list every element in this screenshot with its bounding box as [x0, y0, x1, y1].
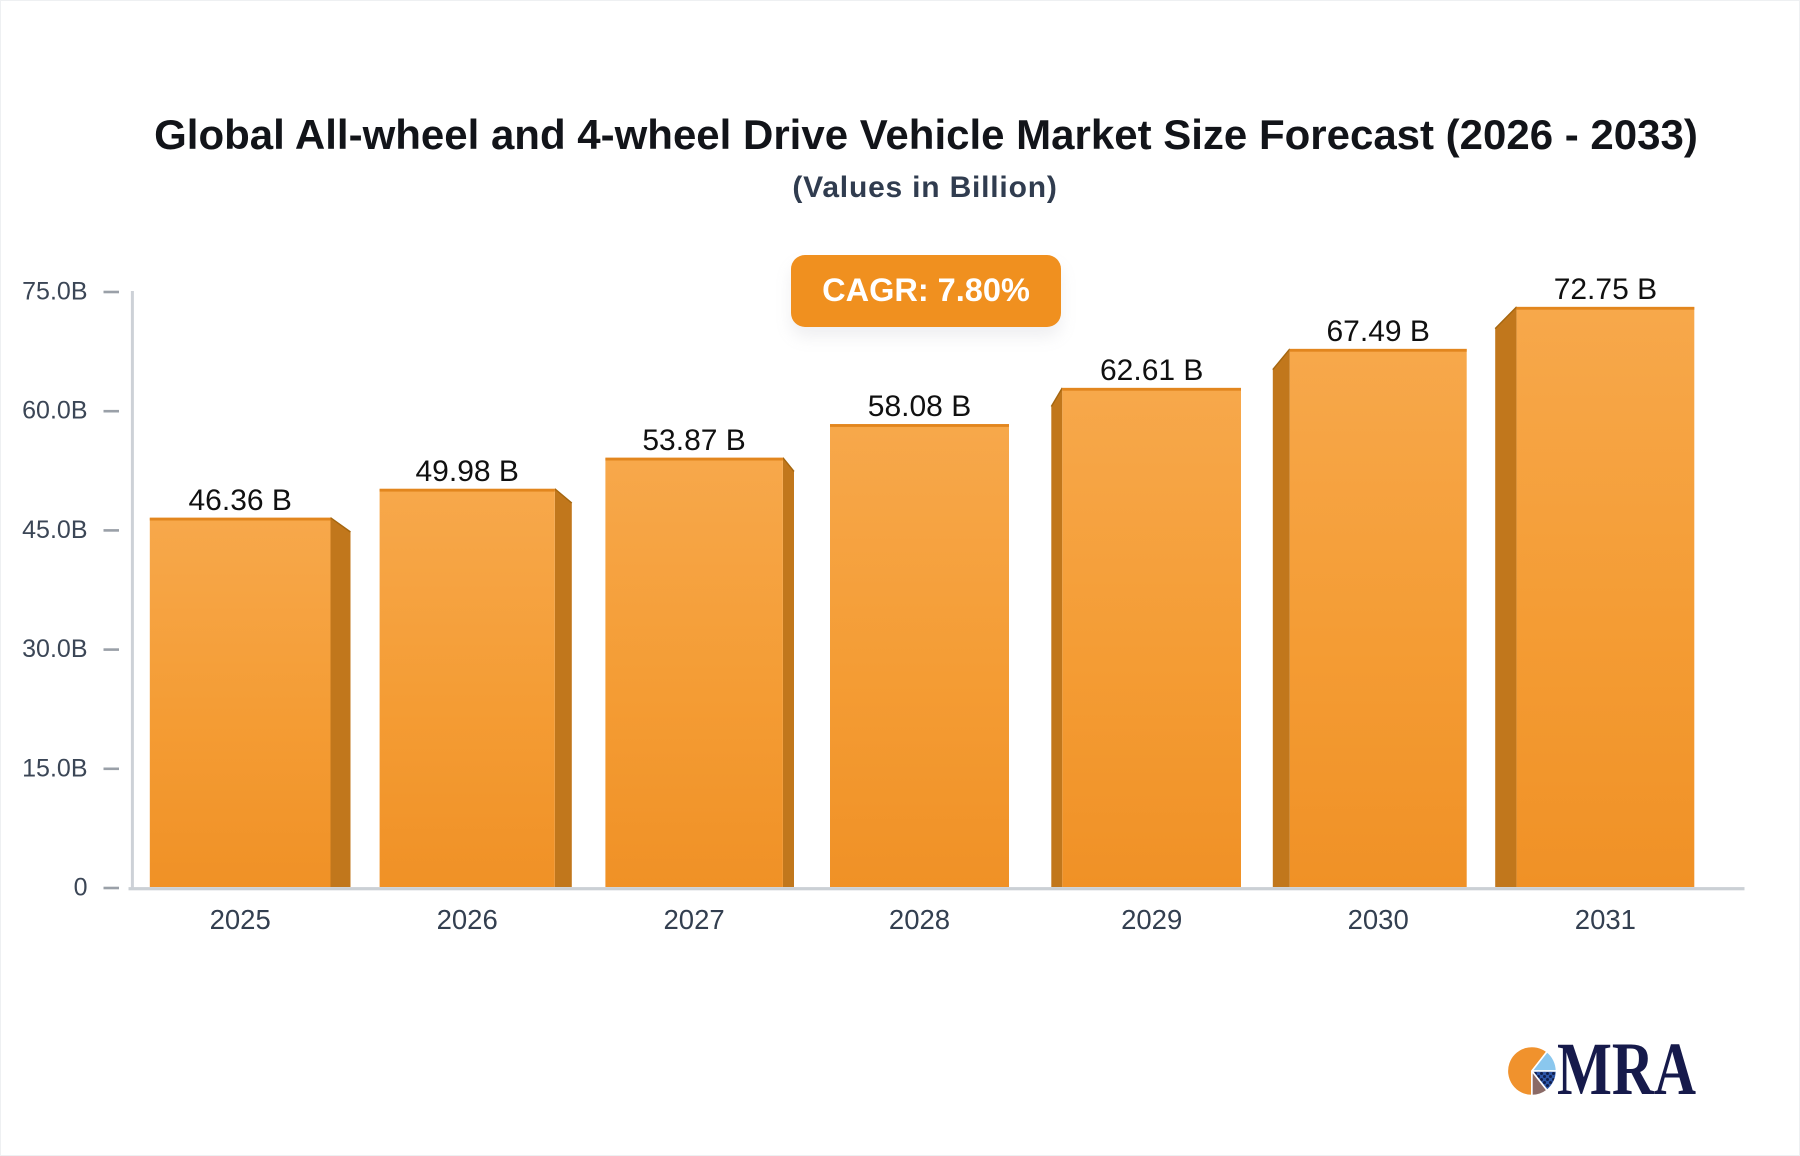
svg-text:60.0B: 60.0B: [22, 397, 87, 425]
svg-text:2026: 2026: [437, 904, 498, 935]
svg-text:30.0B: 30.0B: [22, 635, 87, 663]
svg-text:2031: 2031: [1575, 904, 1636, 935]
svg-text:49.98 B: 49.98 B: [415, 455, 518, 488]
svg-text:MRA: MRA: [1557, 1028, 1696, 1111]
svg-text:0: 0: [74, 874, 88, 902]
svg-text:75.0B: 75.0B: [22, 278, 87, 306]
svg-text:67.49 B: 67.49 B: [1326, 315, 1429, 348]
svg-text:2025: 2025: [210, 904, 271, 935]
svg-text:58.08 B: 58.08 B: [868, 390, 971, 423]
svg-text:72.75 B: 72.75 B: [1554, 273, 1657, 306]
svg-text:15.0B: 15.0B: [22, 754, 87, 782]
svg-text:2029: 2029: [1121, 904, 1182, 935]
svg-text:53.87 B: 53.87 B: [642, 424, 745, 457]
svg-text:2027: 2027: [664, 904, 725, 935]
svg-text:45.0B: 45.0B: [22, 516, 87, 544]
svg-text:46.36 B: 46.36 B: [188, 484, 291, 517]
svg-text:62.61 B: 62.61 B: [1100, 354, 1203, 387]
svg-text:2028: 2028: [889, 904, 950, 935]
svg-text:2030: 2030: [1348, 904, 1409, 935]
